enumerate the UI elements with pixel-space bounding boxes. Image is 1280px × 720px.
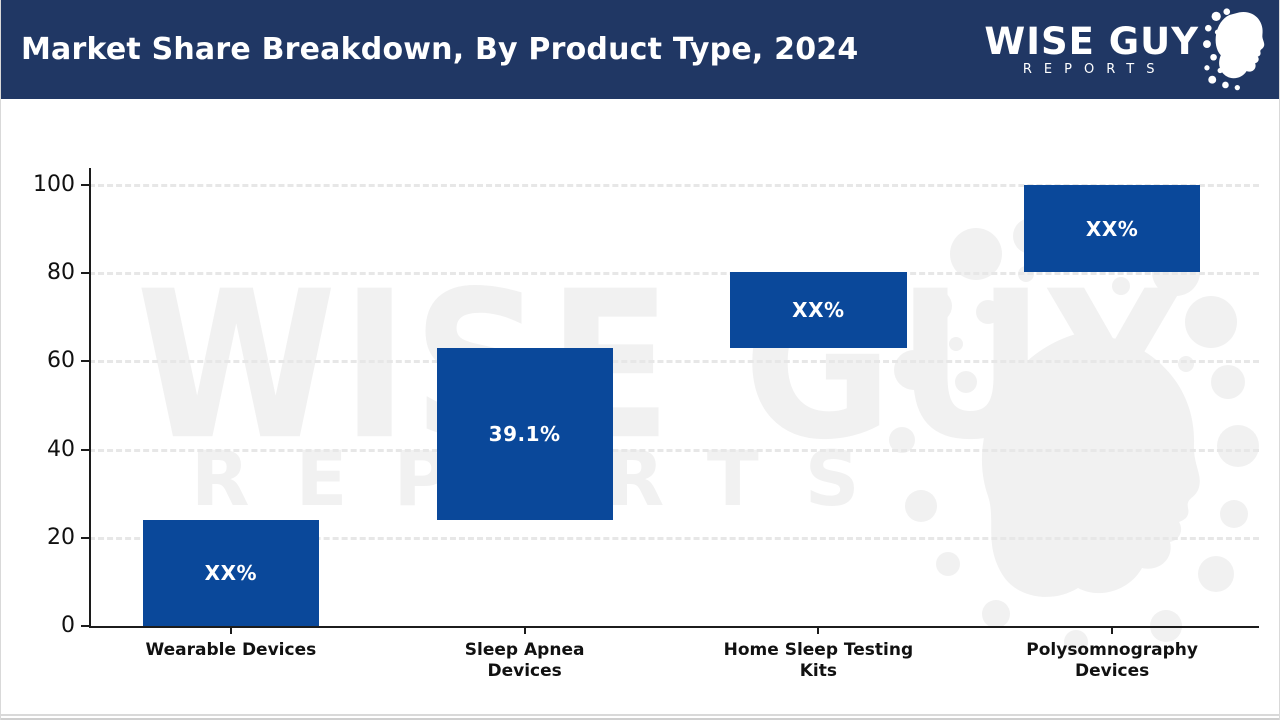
x-category-label: Wearable Devices bbox=[145, 640, 317, 660]
x-tick-mark bbox=[817, 628, 820, 634]
gridline-80 bbox=[89, 272, 1259, 276]
logo-word: WISE GUY bbox=[984, 20, 1199, 64]
chart-title: Market Share Breakdown, By Product Type,… bbox=[21, 32, 859, 67]
bottom-border bbox=[1, 718, 1279, 720]
y-tick-label: 80 bbox=[47, 260, 75, 286]
watermark-face bbox=[889, 214, 1259, 654]
logo-wordmark: WISE GUY REPORTS bbox=[984, 20, 1199, 77]
waterfall-chart: WISE GUY REPORTS XX%39.1%XX%XX% 02 bbox=[1, 99, 1279, 714]
x-category-label: Polysomnography Devices bbox=[1026, 640, 1198, 681]
y-tick-mark bbox=[81, 272, 90, 275]
bar-value-label: 39.1% bbox=[488, 421, 561, 446]
logo-subtitle: REPORTS bbox=[1022, 61, 1167, 77]
y-tick-label: 0 bbox=[61, 613, 75, 638]
bar-segment: XX% bbox=[1024, 185, 1201, 273]
y-axis-line bbox=[89, 168, 91, 628]
x-axis-line bbox=[89, 626, 1259, 628]
wiseguy-logo: WISE GUY REPORTS bbox=[984, 6, 1269, 94]
x-category-label: Home Sleep Testing Kits bbox=[723, 640, 914, 681]
gridline-40 bbox=[89, 448, 1259, 452]
y-tick-mark bbox=[81, 184, 90, 186]
bar-segment: 39.1% bbox=[436, 347, 613, 521]
x-category-label: Sleep Apnea Devices bbox=[464, 640, 585, 681]
y-tick-mark bbox=[81, 536, 90, 539]
bar-value-label: XX% bbox=[792, 298, 845, 323]
bar-value-label: XX% bbox=[1085, 216, 1139, 241]
bar-segment: XX% bbox=[730, 272, 907, 348]
x-tick-mark bbox=[229, 628, 232, 634]
gridline-60 bbox=[89, 360, 1259, 364]
gridline-100 bbox=[89, 184, 1259, 187]
y-tick-label: 20 bbox=[47, 524, 75, 550]
y-tick-label: 60 bbox=[47, 348, 75, 374]
y-tick-mark bbox=[81, 448, 90, 451]
wiseguy-face-icon bbox=[1203, 8, 1265, 91]
y-tick-mark bbox=[81, 625, 90, 627]
x-tick-mark bbox=[1111, 628, 1114, 634]
x-tick-mark bbox=[523, 628, 526, 634]
gridline-20 bbox=[89, 536, 1259, 540]
y-tick-label: 40 bbox=[47, 436, 75, 462]
y-tick-label: 100 bbox=[33, 172, 75, 197]
bar-value-label: XX% bbox=[204, 561, 258, 586]
header-banner: Market Share Breakdown, By Product Type,… bbox=[1, 0, 1279, 99]
bar-segment: XX% bbox=[142, 520, 319, 626]
y-tick-mark bbox=[81, 360, 90, 363]
